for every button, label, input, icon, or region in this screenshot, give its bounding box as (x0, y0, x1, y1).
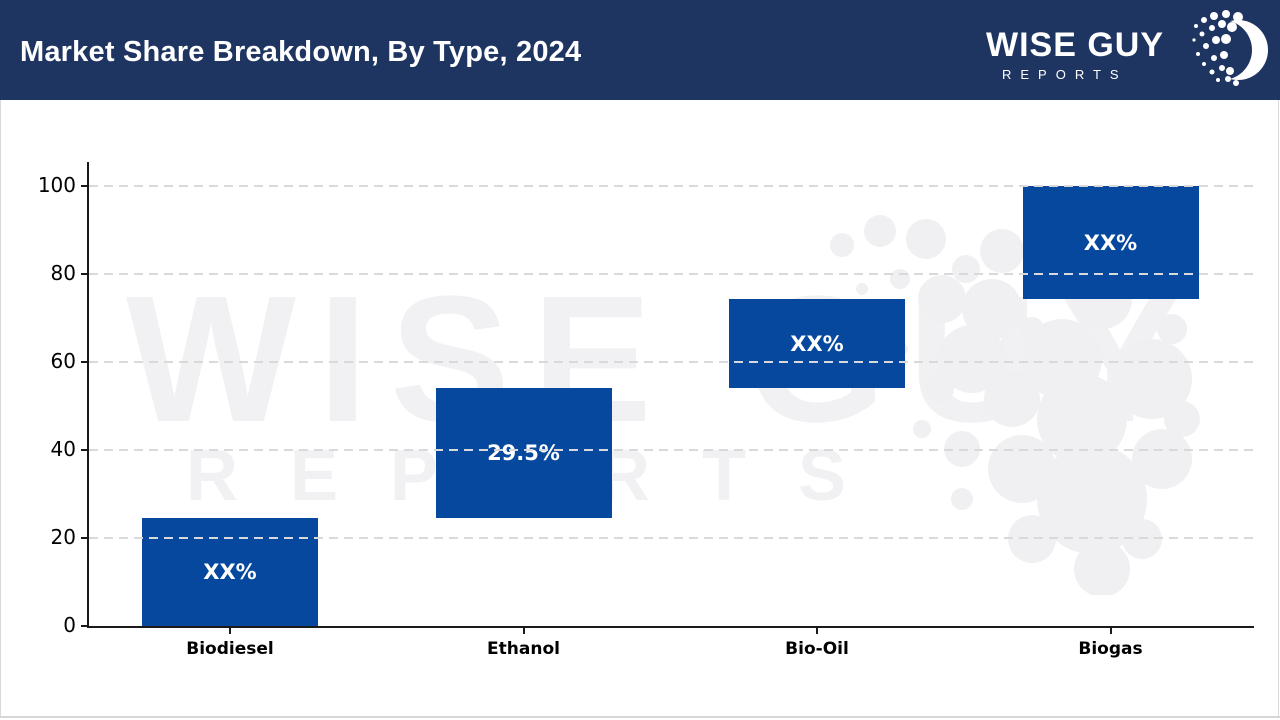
bar: XX% (729, 299, 905, 389)
y-tick-label: 60 (50, 349, 76, 373)
y-tick-label: 80 (50, 261, 76, 285)
y-axis-line (87, 162, 89, 628)
gridline (89, 449, 1254, 451)
bar: 29.5% (435, 388, 612, 519)
y-tick-label: 40 (50, 437, 76, 461)
x-category-label: Biodiesel (186, 639, 274, 659)
logo-dotted-head-icon (1192, 10, 1268, 86)
y-tick-mark (81, 625, 87, 627)
watermark-dotted-head-graphic (830, 215, 1200, 595)
header-band: Market Share Breakdown, By Type, 2024 WI… (0, 0, 1280, 100)
bar-value-label: XX% (790, 331, 844, 356)
logo-wiseguy-text: WISE GUY (986, 26, 1165, 64)
bar-value-label: 29.5% (487, 441, 560, 466)
bottom-border (0, 716, 1280, 718)
x-tick-mark (229, 628, 231, 634)
y-tick-mark (81, 185, 87, 187)
logo-reports-text: REPORTS (1002, 67, 1128, 82)
x-category-label: Ethanol (487, 639, 560, 659)
x-tick-mark (1109, 628, 1112, 634)
y-tick-mark (81, 449, 87, 451)
left-border (0, 100, 1, 718)
x-category-label: Bio-Oil (785, 639, 849, 659)
x-category-label: Biogas (1078, 639, 1143, 659)
y-tick-mark (81, 361, 87, 363)
wise-guy-reports-logo: WISE GUY REPORTS (986, 10, 1268, 92)
gridline (89, 361, 1254, 363)
gridline (89, 185, 1254, 187)
bar: XX% (142, 518, 318, 626)
bar: XX% (1022, 186, 1199, 300)
gridline (89, 537, 1254, 539)
page-title: Market Share Breakdown, By Type, 2024 (20, 36, 582, 68)
right-border (1278, 100, 1279, 718)
gridline (89, 273, 1254, 275)
x-tick-mark (522, 628, 525, 634)
y-tick-label: 0 (63, 613, 76, 637)
y-tick-label: 20 (50, 525, 76, 549)
y-tick-mark (81, 537, 87, 539)
y-tick-label: 100 (37, 173, 76, 197)
bar-value-label: XX% (203, 560, 257, 585)
x-axis-line (87, 626, 1254, 628)
y-tick-mark (81, 273, 87, 275)
x-tick-mark (816, 628, 818, 634)
bar-value-label: XX% (1083, 230, 1138, 255)
